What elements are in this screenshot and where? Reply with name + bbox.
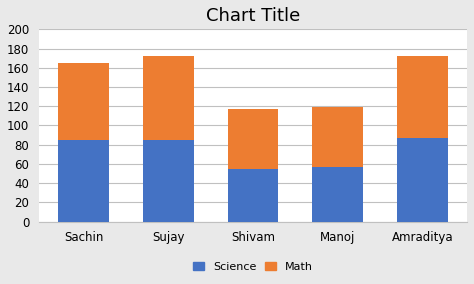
Bar [143,140,194,222]
Bar [143,56,194,140]
Bar [58,63,109,140]
Bar [228,169,278,222]
Bar [312,107,363,167]
Legend: Science, Math: Science, Math [193,262,313,272]
Title: Chart Title: Chart Title [206,7,300,25]
Bar [397,56,447,138]
Bar [397,138,447,222]
Bar [312,167,363,222]
Bar [58,140,109,222]
Bar [228,109,278,169]
